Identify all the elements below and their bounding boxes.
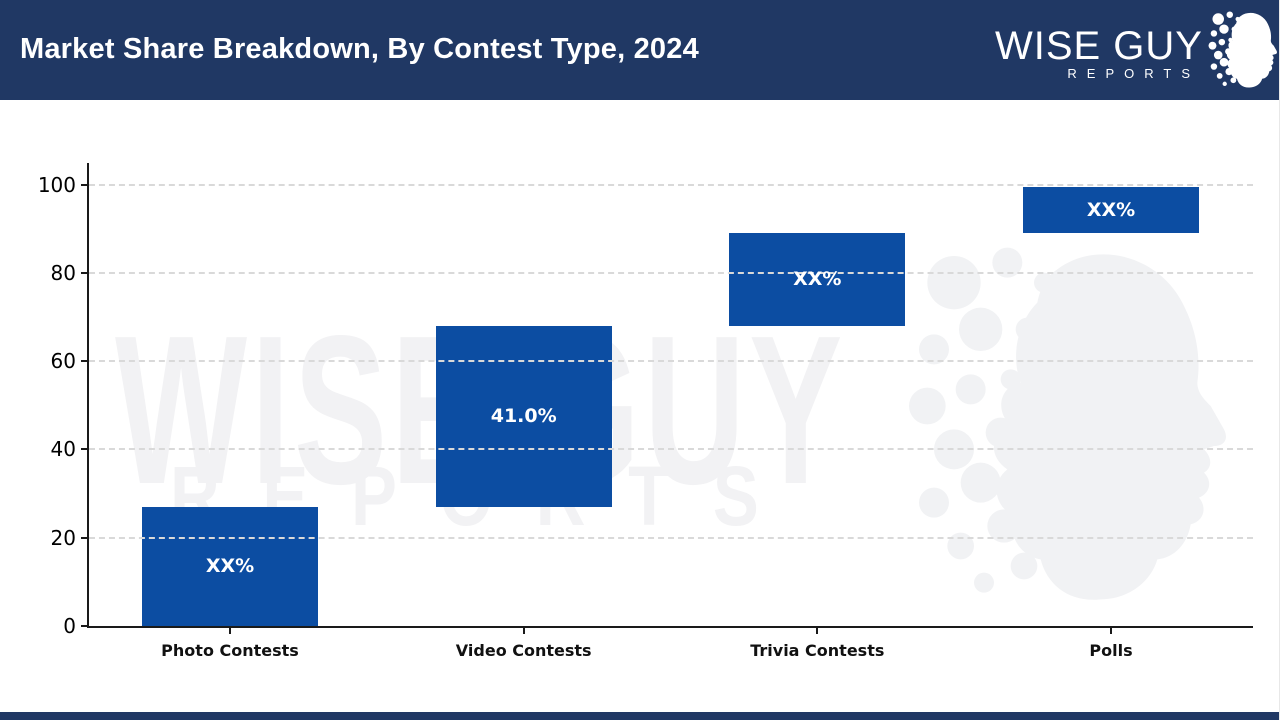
bar-video-contests	[435, 325, 612, 507]
bar-value-label-polls: XX%	[1086, 198, 1136, 221]
y-tick-80	[81, 271, 89, 274]
bar-value-label-video-contests: 41.0%	[490, 405, 557, 428]
x-tick-trivia-contests	[816, 626, 819, 634]
header: Market Share Breakdown, By Contest Type,…	[0, 0, 1279, 100]
y-tick-label-100: 100	[37, 172, 76, 197]
x-axis-spine	[87, 626, 1253, 628]
dotted-head-icon	[1206, 6, 1278, 94]
bar-photo-contests	[142, 506, 318, 626]
brand-logo: WISE GUY REPORTS	[995, 0, 1278, 100]
x-tick-photo-contests	[229, 626, 231, 634]
gridline-80	[89, 271, 1253, 274]
y-axis-spine	[87, 163, 89, 628]
category-label-video-contests: Video Contests	[455, 641, 592, 660]
brand-subtitle: REPORTS	[1067, 66, 1200, 81]
bar-trivia-contests	[729, 233, 906, 326]
gridline-40	[89, 448, 1253, 451]
y-tick-label-40: 40	[50, 437, 76, 462]
y-tick-40	[81, 448, 89, 451]
category-label-photo-contests: Photo Contests	[161, 641, 299, 660]
bar-polls	[1023, 186, 1199, 234]
page-title: Market Share Breakdown, By Contest Type,…	[20, 33, 699, 65]
y-tick-20	[81, 536, 89, 539]
y-tick-label-80: 80	[50, 260, 76, 285]
y-tick-60	[81, 360, 89, 363]
category-label-polls: Polls	[1089, 641, 1133, 660]
gridline-20	[89, 536, 1253, 539]
y-tick-0	[81, 625, 89, 627]
y-tick-100	[81, 183, 89, 186]
y-tick-label-0: 0	[63, 614, 76, 638]
category-label-trivia-contests: Trivia Contests	[750, 641, 885, 660]
bar-value-label-trivia-contests: XX%	[793, 268, 842, 291]
footer-bar	[0, 712, 1279, 720]
watermark-head-icon	[862, 226, 1266, 626]
gridline-100	[89, 183, 1253, 186]
bar-value-label-photo-contests: XX%	[205, 555, 255, 578]
gridline-60	[89, 360, 1253, 363]
x-tick-video-contests	[522, 626, 525, 634]
brand-name: WISE GUY	[994, 24, 1203, 68]
x-tick-polls	[1110, 626, 1112, 634]
y-tick-label-60: 60	[50, 349, 76, 374]
y-tick-label-20: 20	[50, 525, 76, 550]
